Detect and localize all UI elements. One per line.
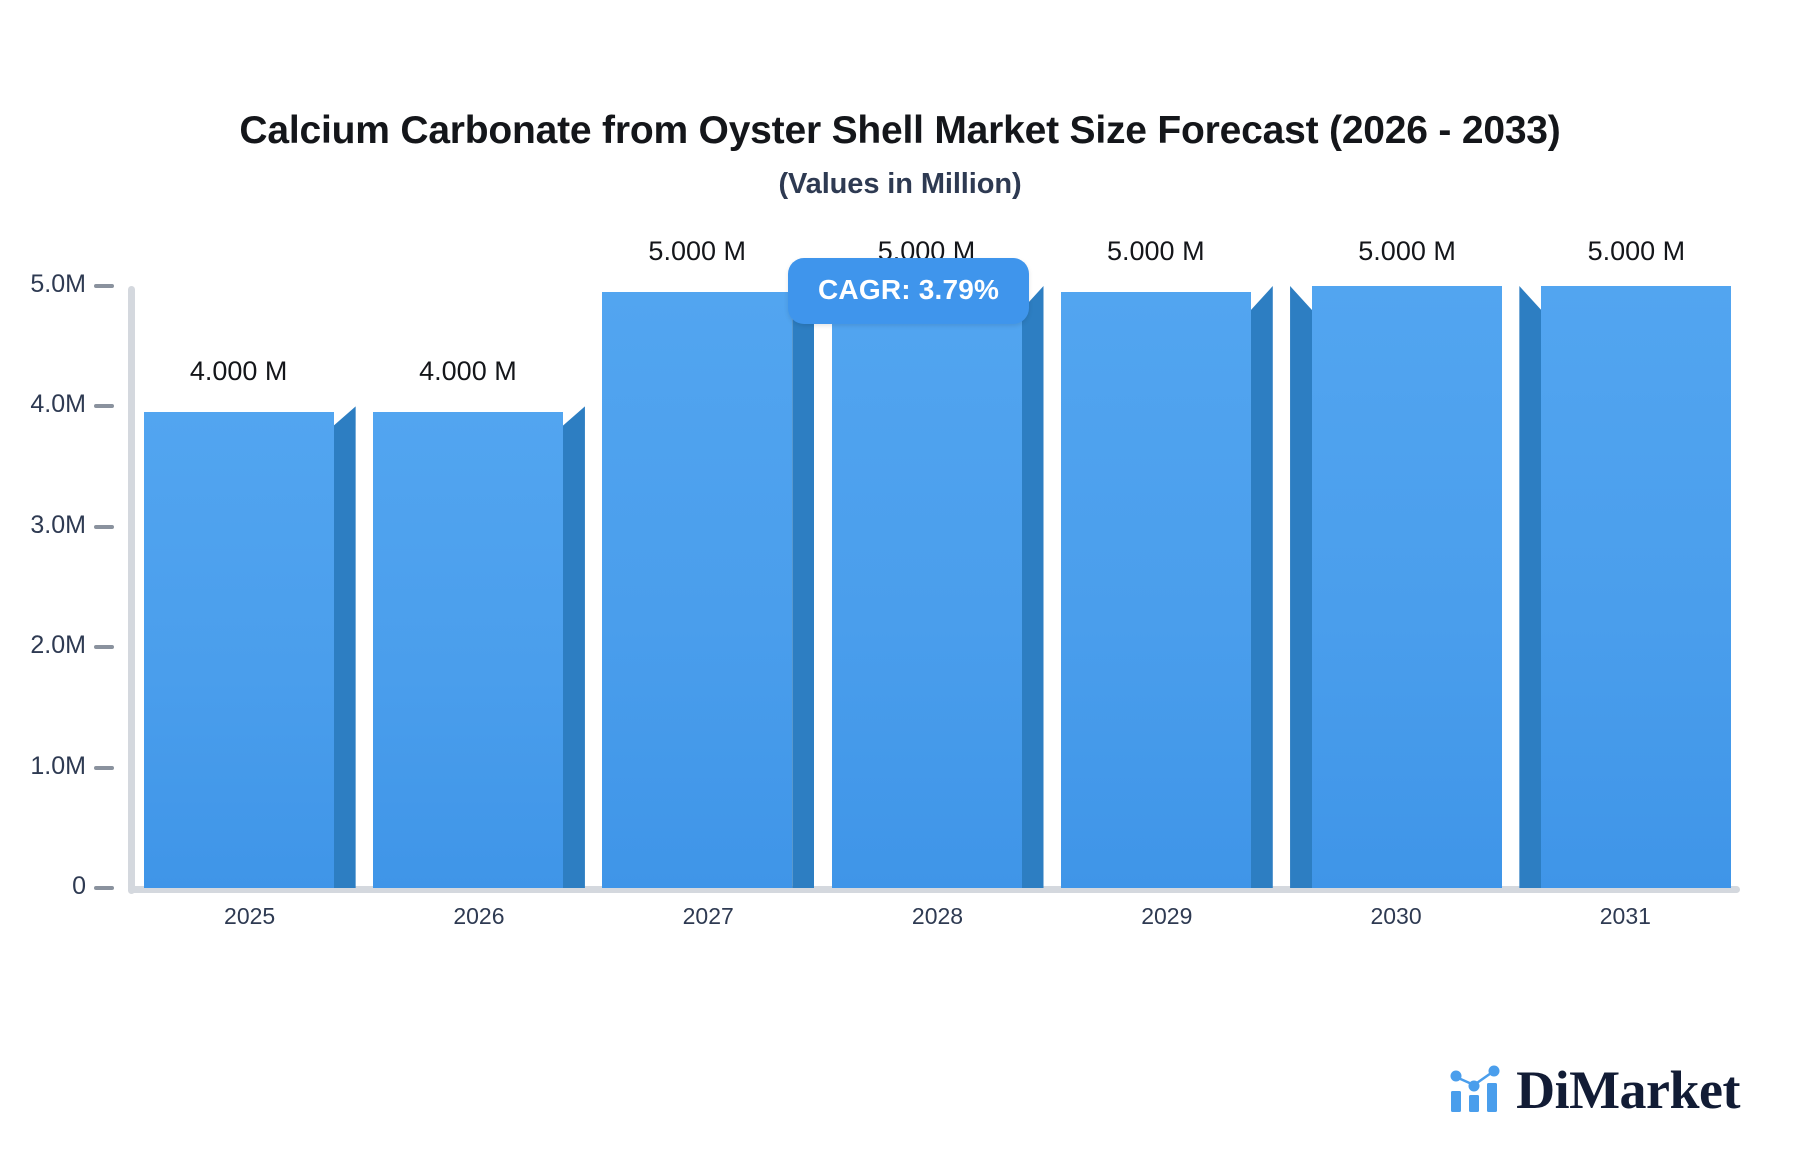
- y-axis-tick-mark: [94, 524, 114, 529]
- bar[interactable]: [602, 286, 815, 888]
- x-axis-line: [128, 886, 1740, 893]
- bar[interactable]: [1290, 286, 1503, 888]
- y-axis-tick-label: 4.0M: [30, 390, 86, 419]
- bar-side-face: [1519, 286, 1542, 888]
- bar-side-face: [792, 286, 815, 888]
- y-axis-tick-mark: [94, 404, 114, 409]
- brand-logo: DiMarket: [1448, 1061, 1740, 1118]
- chart-header: Calcium Carbonate from Oyster Shell Mark…: [0, 108, 1800, 201]
- bar-front-face: [372, 412, 563, 888]
- bar-value-label: 4.000 M: [189, 356, 288, 387]
- y-axis-tick-label: 3.0M: [30, 510, 86, 539]
- y-axis-tick-mark: [94, 645, 114, 650]
- bar[interactable]: [831, 286, 1044, 888]
- y-axis-line: [128, 286, 135, 894]
- bar-front-face: [143, 412, 334, 888]
- bar-side-face: [333, 406, 356, 888]
- x-axis-tick-label: 2026: [453, 903, 505, 929]
- cagr-badge[interactable]: CAGR: 3.79%: [788, 258, 1030, 324]
- y-axis-tick-mark: [94, 765, 114, 770]
- chart-title: Calcium Carbonate from Oyster Shell Mark…: [239, 109, 1561, 152]
- y-axis-tick-mark: [94, 886, 114, 890]
- bar-front-face: [1541, 286, 1732, 888]
- brand-logo-text: DiMarket: [1516, 1059, 1740, 1120]
- x-axis-tick-label: 2025: [224, 903, 276, 929]
- y-axis-tick-label: 1.0M: [30, 751, 86, 780]
- y-axis-tick-mark: [94, 284, 114, 288]
- y-axis-tick-label: 0: [72, 872, 86, 900]
- bar[interactable]: [143, 406, 356, 888]
- x-axis-tick-label: 2031: [1599, 903, 1651, 929]
- bar[interactable]: [1519, 286, 1732, 888]
- bar-side-face: [1021, 286, 1044, 888]
- bar-value-label: 5.000 M: [1358, 236, 1456, 266]
- bar[interactable]: [1060, 286, 1273, 888]
- x-axis-tick-label: 2027: [682, 903, 734, 929]
- bar-value-label: 5.000 M: [648, 236, 746, 266]
- bar-front-face: [1312, 286, 1503, 888]
- bar-value-label: 5.000 M: [1107, 236, 1205, 266]
- bar-side-face: [1290, 286, 1313, 888]
- bar-front-face: [831, 292, 1022, 888]
- bar-front-face: [1060, 292, 1251, 888]
- bar-chart-logo-icon: [1448, 1061, 1504, 1118]
- x-axis-tick-label: 2029: [1141, 903, 1193, 929]
- bar-side-face: [562, 406, 585, 888]
- y-axis-tick-label: 2.0M: [30, 631, 86, 660]
- x-axis-tick-label: 2028: [911, 903, 964, 929]
- bar-front-face: [602, 292, 793, 888]
- bar-value-label: 5.000 M: [1587, 236, 1686, 266]
- chart-subtitle: (Values in Million): [778, 168, 1022, 201]
- y-axis-tick-label: 5.0M: [30, 270, 86, 298]
- bar-side-face: [1250, 286, 1273, 888]
- x-axis-tick-label: 2030: [1370, 903, 1422, 929]
- bar[interactable]: [372, 406, 585, 888]
- bar-value-label: 4.000 M: [419, 356, 517, 387]
